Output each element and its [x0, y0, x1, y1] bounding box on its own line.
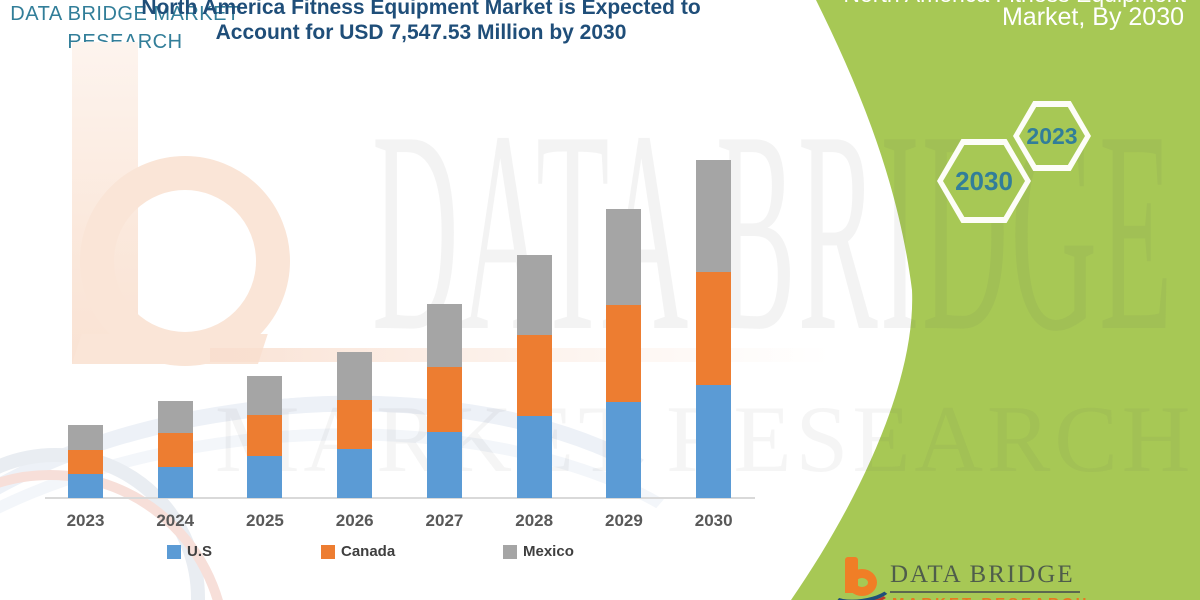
bar-2028 — [516, 255, 552, 498]
legend-swatch-icon — [167, 544, 181, 559]
bar-segment-us-2028 — [516, 416, 552, 498]
hexagon-2030: 2030 — [937, 139, 1031, 223]
bar-segment-canada-2028 — [516, 335, 552, 417]
bar-segment-mexico-2026 — [337, 352, 373, 401]
bar-segment-mexico-2030 — [696, 159, 732, 273]
bar-segment-canada-2026 — [337, 400, 373, 449]
legend-item-mexico: Mexico — [503, 543, 574, 560]
bar-segment-us-2030 — [696, 385, 732, 498]
bar-segment-us-2027 — [426, 432, 462, 498]
bar-segment-canada-2029 — [606, 304, 642, 402]
logo-subtitle: MARKET RESEARCH — [892, 595, 1090, 600]
x-axis-label-2026: 2026 — [335, 511, 374, 530]
bar-segment-mexico-2028 — [516, 255, 552, 336]
bar-segment-mexico-2023 — [68, 425, 103, 450]
logo-underline — [890, 591, 1080, 593]
hexagon-2023: 2023 — [1013, 101, 1091, 171]
hexagon-2030-label: 2030 — [955, 165, 1013, 196]
x-axis-label-2025: 2025 — [246, 511, 284, 530]
chart-title-line2: Account for USD 7,547.53 Million by 2030 — [215, 21, 627, 44]
x-axis-label-2027: 2027 — [425, 511, 464, 530]
legend-swatch-icon — [321, 544, 335, 559]
bar-segment-canada-2030 — [696, 272, 732, 386]
bar-segment-mexico-2029 — [606, 209, 642, 305]
legend-label: Mexico — [523, 543, 574, 560]
bar-2023 — [68, 425, 103, 498]
bar-segment-mexico-2025 — [247, 376, 283, 415]
bar-2025 — [247, 376, 283, 498]
bar-segment-canada-2024 — [157, 433, 193, 467]
bar-segment-us-2024 — [157, 467, 193, 498]
bar-2029 — [606, 209, 642, 498]
x-axis-line — [45, 497, 755, 499]
x-axis-label-2024: 2024 — [156, 511, 195, 530]
bar-segment-us-2023 — [68, 473, 103, 498]
logo-company-name: DATA BRIDGE — [890, 561, 1075, 588]
x-axis-label-2023: 2023 — [66, 511, 105, 530]
bar-segment-us-2029 — [606, 402, 642, 498]
bar-segment-us-2026 — [337, 448, 373, 498]
bar-2024 — [157, 401, 193, 498]
legend-label: Canada — [341, 543, 396, 560]
x-axis-label-2030: 2030 — [694, 511, 733, 530]
company-logo: DATA BRIDGE MARKET RESEARCH — [828, 553, 1170, 600]
bar-segment-canada-2023 — [68, 449, 103, 474]
bar-segment-canada-2027 — [426, 367, 462, 432]
chart-title: North America Fitness Equipment Market i… — [85, 0, 757, 45]
bar-2030 — [696, 159, 732, 498]
chart-title-line1: North America Fitness Equipment Market i… — [141, 0, 701, 19]
logo-b-bowl-icon — [847, 569, 877, 596]
legend-label: U.S — [187, 543, 213, 560]
panel-headline-partial: North America Fitness Equipment — [843, 0, 1186, 8]
x-axis-label-2028: 2028 — [515, 511, 554, 530]
legend-swatch-icon — [503, 544, 517, 559]
hexagon-2023-label: 2023 — [1026, 122, 1078, 149]
panel-headline: Market, By 2030 — [1001, 3, 1184, 31]
legend-item-canada: Canada — [321, 543, 395, 560]
green-panel-shape — [791, 0, 1200, 600]
legend-item-us: U.S — [167, 543, 212, 560]
bar-segment-mexico-2024 — [157, 401, 193, 433]
bar-segment-mexico-2027 — [426, 304, 462, 367]
x-axis-label-2029: 2029 — [605, 511, 643, 530]
bar-2026 — [337, 352, 373, 498]
panel-brand-line1: DATA BRIDGE MARKET — [10, 3, 240, 25]
bar-2027 — [426, 304, 462, 498]
bar-segment-canada-2025 — [247, 414, 283, 457]
bar-segment-us-2025 — [247, 456, 283, 498]
